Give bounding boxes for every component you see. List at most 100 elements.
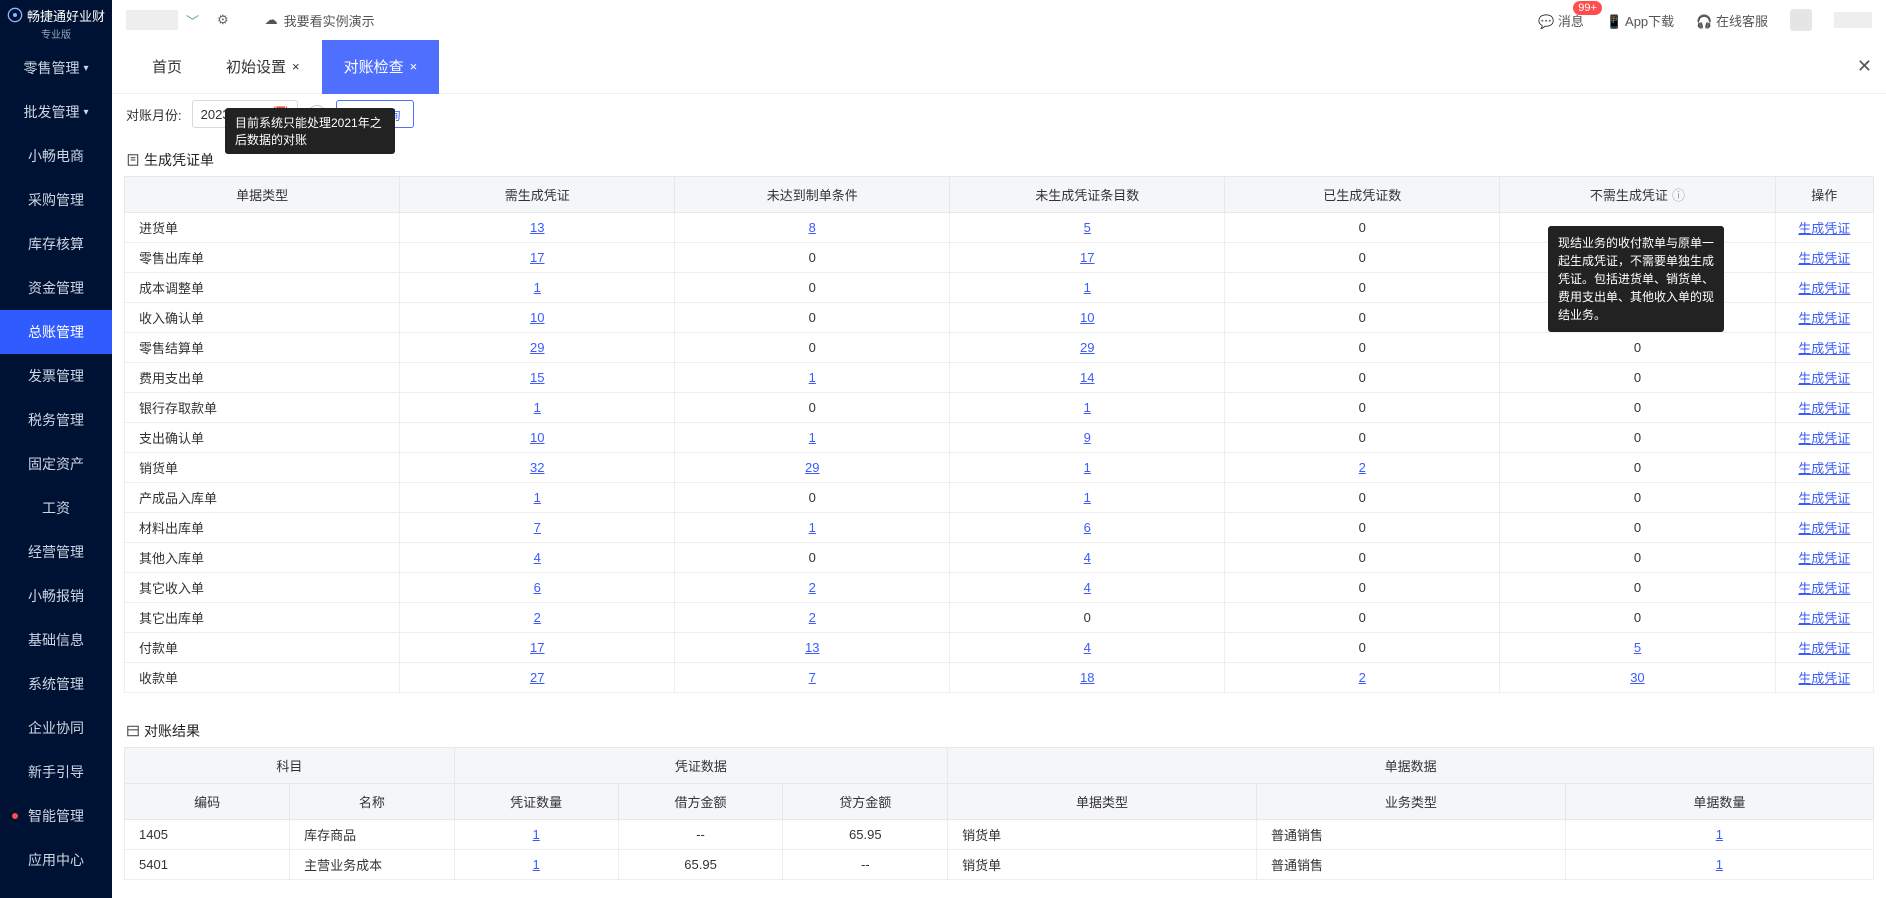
gen-voucher-link[interactable]: 生成凭证: [1798, 281, 1850, 296]
sidebar-item[interactable]: 工资: [0, 486, 112, 530]
customer-service-link[interactable]: 🎧 在线客服: [1696, 11, 1768, 30]
org-selector[interactable]: ﹀: [126, 10, 199, 30]
sidebar-item[interactable]: 发票管理: [0, 354, 112, 398]
sidebar-item[interactable]: 税务管理: [0, 398, 112, 442]
value-link[interactable]: 4: [1084, 550, 1091, 565]
value-link[interactable]: 1: [1084, 280, 1091, 295]
gen-voucher-link[interactable]: 生成凭证: [1798, 521, 1850, 536]
value-link[interactable]: 4: [1084, 640, 1091, 655]
sidebar-item[interactable]: 总账管理: [0, 310, 112, 354]
avatar[interactable]: [1790, 9, 1812, 31]
gen-voucher-link[interactable]: 生成凭证: [1798, 461, 1850, 476]
value-link[interactable]: 2: [809, 610, 816, 625]
sidebar-item[interactable]: 小畅电商: [0, 134, 112, 178]
messages-link[interactable]: 💬 消息 99+: [1538, 11, 1584, 30]
value-link[interactable]: 1: [1084, 400, 1091, 415]
tab[interactable]: 初始设置×: [204, 40, 322, 94]
gen-voucher-link[interactable]: 生成凭证: [1798, 251, 1850, 266]
gen-voucher-link[interactable]: 生成凭证: [1798, 341, 1850, 356]
value-link[interactable]: 4: [1084, 580, 1091, 595]
value-link[interactable]: 18: [1080, 670, 1094, 685]
value-link[interactable]: 10: [530, 310, 544, 325]
value-link[interactable]: 6: [1084, 520, 1091, 535]
sidebar-item[interactable]: 小畅报销: [0, 574, 112, 618]
value-link[interactable]: 1: [534, 280, 541, 295]
sidebar-item[interactable]: 经营管理: [0, 530, 112, 574]
value-link[interactable]: 1: [534, 400, 541, 415]
gen-voucher-link[interactable]: 生成凭证: [1798, 311, 1850, 326]
gen-voucher-link[interactable]: 生成凭证: [1798, 581, 1850, 596]
value-link[interactable]: 30: [1630, 670, 1644, 685]
sidebar-item[interactable]: 采购管理: [0, 178, 112, 222]
value-link[interactable]: 13: [530, 220, 544, 235]
value-link[interactable]: 1: [533, 827, 540, 842]
value-link[interactable]: 2: [1359, 670, 1366, 685]
sidebar-item[interactable]: 零售管理▾: [0, 46, 112, 90]
value-link[interactable]: 15: [530, 370, 544, 385]
value-link[interactable]: 1: [1716, 827, 1723, 842]
sidebar-item[interactable]: 新手引导: [0, 750, 112, 794]
value-link[interactable]: 7: [809, 670, 816, 685]
value-link[interactable]: 1: [534, 490, 541, 505]
value-link[interactable]: 17: [530, 640, 544, 655]
value-link[interactable]: 17: [1080, 250, 1094, 265]
value-link[interactable]: 7: [534, 520, 541, 535]
gen-voucher-link[interactable]: 生成凭证: [1798, 371, 1850, 386]
value-link[interactable]: 2: [534, 610, 541, 625]
sidebar-item[interactable]: 企业协同: [0, 706, 112, 750]
value-link[interactable]: 29: [805, 460, 819, 475]
sidebar-item[interactable]: 基础信息: [0, 618, 112, 662]
gen-voucher-link[interactable]: 生成凭证: [1798, 551, 1850, 566]
value-link[interactable]: 10: [1080, 310, 1094, 325]
value-link[interactable]: 1: [1084, 460, 1091, 475]
gen-voucher-link[interactable]: 生成凭证: [1798, 221, 1850, 236]
gen-voucher-link[interactable]: 生成凭证: [1798, 431, 1850, 446]
value-link[interactable]: 27: [530, 670, 544, 685]
gear-icon[interactable]: ⚙: [217, 12, 229, 28]
value-link[interactable]: 13: [805, 640, 819, 655]
value-link[interactable]: 14: [1080, 370, 1094, 385]
username[interactable]: [1834, 12, 1872, 28]
sidebar-item[interactable]: 固定资产: [0, 442, 112, 486]
value-link[interactable]: 1: [809, 520, 816, 535]
sidebar-item[interactable]: 智能管理: [0, 794, 112, 838]
value-link[interactable]: 5: [1634, 640, 1641, 655]
gen-voucher-link[interactable]: 生成凭证: [1798, 611, 1850, 626]
value-link[interactable]: 1: [533, 857, 540, 872]
value-link[interactable]: 4: [534, 550, 541, 565]
value-link[interactable]: 9: [1084, 430, 1091, 445]
value-link[interactable]: 8: [809, 220, 816, 235]
value-link[interactable]: 1: [809, 370, 816, 385]
table-row: 支出确认单101900生成凭证: [125, 423, 1874, 453]
info-icon[interactable]: ⓘ: [1672, 185, 1685, 204]
tab[interactable]: 对账检查×: [322, 40, 440, 94]
brand-edition: 专业版: [41, 26, 71, 41]
gen-voucher-link[interactable]: 生成凭证: [1798, 671, 1850, 686]
tab[interactable]: 首页: [130, 40, 204, 94]
value-link[interactable]: 1: [809, 430, 816, 445]
app-download-link[interactable]: 📱 App下载: [1606, 11, 1674, 30]
sidebar-item[interactable]: 应用中心: [0, 838, 112, 882]
value-link[interactable]: 1: [1084, 490, 1091, 505]
gen-voucher-link[interactable]: 生成凭证: [1798, 491, 1850, 506]
sidebar-item[interactable]: 批发管理▾: [0, 90, 112, 134]
close-icon[interactable]: ×: [410, 59, 418, 74]
gen-voucher-link[interactable]: 生成凭证: [1798, 641, 1850, 656]
value-link[interactable]: 6: [534, 580, 541, 595]
value-link[interactable]: 29: [1080, 340, 1094, 355]
value-link[interactable]: 29: [530, 340, 544, 355]
gen-voucher-link[interactable]: 生成凭证: [1798, 401, 1850, 416]
close-all-icon[interactable]: ✕: [1857, 56, 1872, 77]
value-link[interactable]: 17: [530, 250, 544, 265]
sidebar-item[interactable]: 库存核算: [0, 222, 112, 266]
value-link[interactable]: 5: [1084, 220, 1091, 235]
value-link[interactable]: 2: [809, 580, 816, 595]
sidebar-item[interactable]: 资金管理: [0, 266, 112, 310]
value-link[interactable]: 32: [530, 460, 544, 475]
value-link[interactable]: 1: [1716, 857, 1723, 872]
demo-link[interactable]: ☁ 我要看实例演示: [265, 11, 375, 30]
sidebar-item[interactable]: 系统管理: [0, 662, 112, 706]
value-link[interactable]: 10: [530, 430, 544, 445]
close-icon[interactable]: ×: [292, 59, 300, 74]
value-link[interactable]: 2: [1359, 460, 1366, 475]
